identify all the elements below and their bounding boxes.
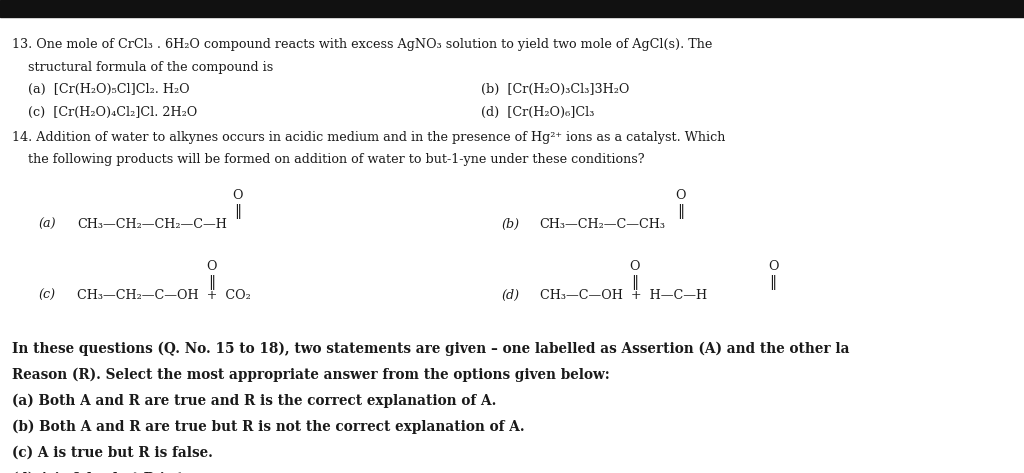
Text: O: O xyxy=(676,189,686,202)
Text: 13. One mole of CrCl₃ . 6H₂O compound reacts with excess AgNO₃ solution to yield: 13. One mole of CrCl₃ . 6H₂O compound re… xyxy=(12,38,713,51)
Text: (b)  [Cr(H₂O)₃Cl₃]3H₂O: (b) [Cr(H₂O)₃Cl₃]3H₂O xyxy=(481,83,630,96)
Text: the following products will be formed on addition of water to but-1-yne under th: the following products will be formed on… xyxy=(12,153,645,166)
Text: In these questions (Q. No. 15 to 18), two statements are given – one labelled as: In these questions (Q. No. 15 to 18), tw… xyxy=(12,342,850,356)
Text: (a): (a) xyxy=(39,218,56,230)
Text: (b) Both A and R are true but R is not the correct explanation of A.: (b) Both A and R are true but R is not t… xyxy=(12,420,525,434)
Bar xyxy=(0,0,1024,17)
Text: (c): (c) xyxy=(39,289,56,301)
Text: (d): (d) xyxy=(502,289,520,301)
Text: CH₃—CH₂—CH₂—C—H: CH₃—CH₂—CH₂—C—H xyxy=(77,218,226,230)
Text: structural formula of the compound is: structural formula of the compound is xyxy=(12,61,273,73)
Text: (d) A is false but R is true.: (d) A is false but R is true. xyxy=(12,472,214,473)
Text: ‖: ‖ xyxy=(632,275,638,290)
Text: CH₃—C—OH  +  H—C—H: CH₃—C—OH + H—C—H xyxy=(540,289,707,301)
Text: (d)  [Cr(H₂O)₆]Cl₃: (d) [Cr(H₂O)₆]Cl₃ xyxy=(481,106,595,119)
Text: CH₃—CH₂—C—CH₃: CH₃—CH₂—C—CH₃ xyxy=(540,218,666,230)
Text: O: O xyxy=(207,260,217,273)
Text: ‖: ‖ xyxy=(234,204,241,219)
Text: (c)  [Cr(H₂O)₄Cl₂]Cl. 2H₂O: (c) [Cr(H₂O)₄Cl₂]Cl. 2H₂O xyxy=(12,106,198,119)
Text: (b): (b) xyxy=(502,218,520,230)
Text: CH₃—CH₂—C—OH  +  CO₂: CH₃—CH₂—C—OH + CO₂ xyxy=(77,289,251,301)
Text: O: O xyxy=(630,260,640,273)
Text: (c) A is true but R is false.: (c) A is true but R is false. xyxy=(12,446,213,460)
Text: ‖: ‖ xyxy=(678,204,684,219)
Text: (a)  [Cr(H₂O)₅Cl]Cl₂. H₂O: (a) [Cr(H₂O)₅Cl]Cl₂. H₂O xyxy=(12,83,189,96)
Text: O: O xyxy=(232,189,243,202)
Text: (a) Both A and R are true and R is the correct explanation of A.: (a) Both A and R are true and R is the c… xyxy=(12,394,497,408)
Text: Reason (R). Select the most appropriate answer from the options given below:: Reason (R). Select the most appropriate … xyxy=(12,368,610,382)
Text: 14. Addition of water to alkynes occurs in acidic medium and in the presence of : 14. Addition of water to alkynes occurs … xyxy=(12,131,726,143)
Text: ‖: ‖ xyxy=(209,275,215,290)
Text: ‖: ‖ xyxy=(770,275,776,290)
Text: O: O xyxy=(768,260,778,273)
